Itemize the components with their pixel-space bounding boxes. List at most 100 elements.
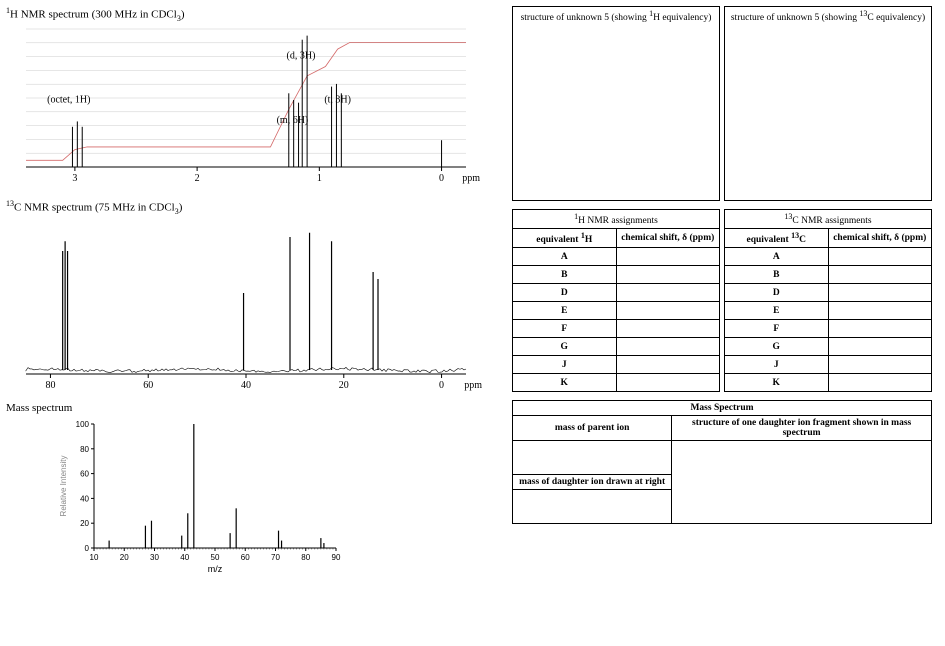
svg-text:3: 3 (72, 173, 77, 184)
mass-daughter-label: mass of daughter ion drawn at right (513, 475, 672, 490)
svg-text:10: 10 (90, 553, 99, 562)
svg-text:40: 40 (180, 553, 189, 562)
row-value (616, 356, 720, 374)
svg-text:90: 90 (332, 553, 341, 562)
row-value (828, 338, 932, 356)
structure-row: structure of unknown 5 (showing 1H equiv… (512, 6, 932, 201)
svg-text:20: 20 (80, 519, 89, 528)
svg-text:0: 0 (439, 380, 444, 391)
hnmr-plot: 3210ppm(octet, 1H)(m, 6H)(d, 3H)(t, 3H) (6, 25, 506, 195)
row-label: A (513, 248, 617, 266)
table-row: G (513, 338, 720, 356)
hnmr-block: 1H NMR spectrum (300 MHz in CDCl3) 3210p… (6, 6, 506, 195)
svg-text:70: 70 (271, 553, 280, 562)
svg-text:1: 1 (317, 173, 322, 184)
svg-text:(m, 6H): (m, 6H) (277, 115, 309, 126)
row-value (828, 356, 932, 374)
h-table-title: 1H NMR assignments (513, 210, 720, 229)
row-value (616, 374, 720, 392)
svg-text:0: 0 (439, 173, 444, 184)
svg-text:80: 80 (301, 553, 310, 562)
svg-text:100: 100 (76, 420, 90, 429)
row-value (828, 320, 932, 338)
cnmr-title: 13C NMR spectrum (75 MHz in CDCl3) (6, 199, 506, 216)
row-label: J (725, 356, 829, 374)
table-row: B (725, 266, 932, 284)
row-label: B (725, 266, 829, 284)
table-row: B (513, 266, 720, 284)
table-row: J (725, 356, 932, 374)
row-label: A (725, 248, 829, 266)
svg-text:(t, 3H): (t, 3H) (324, 95, 351, 106)
svg-text:ppm: ppm (464, 380, 482, 391)
table-row: F (725, 320, 932, 338)
svg-text:60: 60 (143, 380, 153, 391)
cnmr-block: 13C NMR spectrum (75 MHz in CDCl3) 80 60 4… (6, 199, 506, 398)
mass-daughter-cell (513, 490, 672, 524)
svg-text:Relative Intensity: Relative Intensity (59, 455, 68, 516)
svg-text:0: 0 (85, 544, 90, 553)
row-value (616, 302, 720, 320)
c-table-col1: equivalent 13C (725, 229, 829, 248)
row-label: F (513, 320, 617, 338)
svg-text:(octet, 1H): (octet, 1H) (47, 95, 90, 106)
svg-text:40: 40 (241, 380, 251, 391)
structure-title-h: structure of unknown 5 (showing 1H equiv… (513, 7, 719, 25)
row-value (616, 338, 720, 356)
row-label: K (513, 374, 617, 392)
right-column: structure of unknown 5 (showing 1H equiv… (512, 6, 932, 640)
row-label: G (513, 338, 617, 356)
table-row: G (725, 338, 932, 356)
c-nmr-table: 13C NMR assignments equivalent 13C chemi… (724, 209, 932, 392)
structure-body-h (513, 25, 719, 200)
svg-text:20: 20 (120, 553, 129, 562)
svg-text:m/z: m/z (208, 564, 223, 574)
row-value (828, 302, 932, 320)
table-row: J (513, 356, 720, 374)
svg-text:80: 80 (80, 444, 89, 453)
structure-body-c (725, 25, 931, 200)
table-row: K (513, 374, 720, 392)
mass-fragment-label: structure of one daughter ion fragment s… (672, 416, 932, 441)
table-row: D (513, 284, 720, 302)
svg-text:60: 60 (241, 553, 250, 562)
svg-text:(d, 3H): (d, 3H) (287, 50, 316, 61)
mass-parent-cell (513, 441, 672, 475)
h-table-col2: chemical shift, δ (ppm) (616, 229, 720, 248)
hnmr-title: 1H NMR spectrum (300 MHz in CDCl3) (6, 6, 506, 23)
row-label: J (513, 356, 617, 374)
svg-text:40: 40 (80, 494, 89, 503)
svg-text:50: 50 (211, 553, 220, 562)
mass-parent-label: mass of parent ion (513, 416, 672, 441)
cnmr-plot: 80 60 40 20 0 ppm (6, 218, 506, 398)
table-row: A (513, 248, 720, 266)
table-row: E (513, 302, 720, 320)
h-table-col1: equivalent 1H (513, 229, 617, 248)
c-table-col2: chemical shift, δ (ppm) (828, 229, 932, 248)
row-value (828, 248, 932, 266)
table-row: F (513, 320, 720, 338)
mass-title: Mass spectrum (6, 402, 506, 414)
mass-table: Mass Spectrum mass of parent ion structu… (512, 400, 932, 524)
structure-box-c: structure of unknown 5 (showing 13C equi… (724, 6, 932, 201)
row-label: E (513, 302, 617, 320)
nmr-tables: 1H NMR assignments equivalent 1H chemica… (512, 209, 932, 392)
row-label: D (725, 284, 829, 302)
svg-text:20: 20 (339, 380, 349, 391)
svg-text:80: 80 (45, 380, 55, 391)
row-value (616, 266, 720, 284)
svg-text:2: 2 (195, 173, 200, 184)
row-value (828, 284, 932, 302)
mass-plot: 020406080100102030405060708090m/zRelativ… (56, 416, 346, 576)
mass-table-title: Mass Spectrum (513, 401, 932, 416)
row-value (616, 320, 720, 338)
svg-text:60: 60 (80, 469, 89, 478)
c-table-title: 13C NMR assignments (725, 210, 932, 229)
row-label: K (725, 374, 829, 392)
row-value (828, 374, 932, 392)
left-column: 1H NMR spectrum (300 MHz in CDCl3) 3210p… (6, 6, 506, 640)
row-value (828, 266, 932, 284)
table-row: K (725, 374, 932, 392)
table-row: E (725, 302, 932, 320)
row-label: G (725, 338, 829, 356)
